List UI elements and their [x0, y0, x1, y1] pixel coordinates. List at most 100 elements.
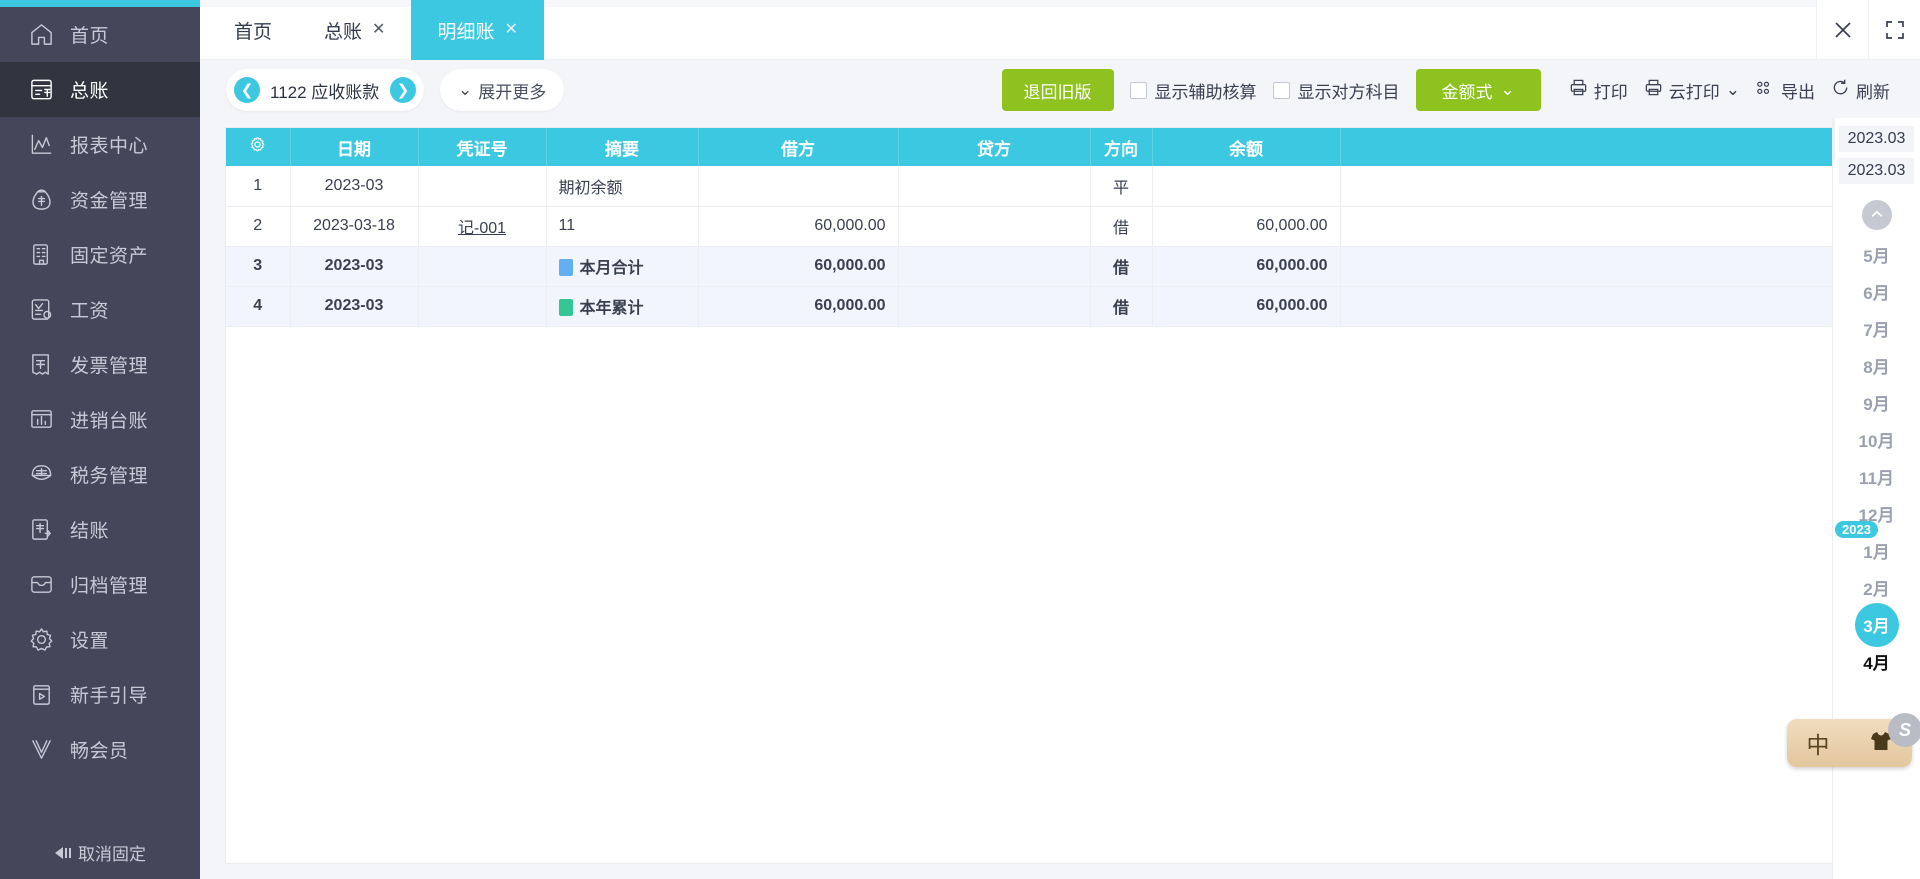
month-item-3[interactable]: 8月 — [1833, 347, 1920, 384]
sidebar-collapse-label: 取消固定 — [78, 845, 146, 864]
amount-mode-dropdown[interactable]: 金额式 ⌄ — [1415, 69, 1541, 111]
sidebar-collapse-button[interactable]: 取消固定 — [0, 840, 200, 865]
tab-close-icon[interactable]: ✕ — [504, 21, 518, 38]
sidebar-item-8[interactable]: 税务管理 — [0, 447, 200, 502]
month-item-6[interactable]: 11月 — [1833, 458, 1920, 495]
row-number-cell: 4 — [226, 286, 291, 327]
ime-mode-label[interactable]: 中 — [1806, 733, 1830, 759]
sidebar-item-label: 税务管理 — [70, 466, 149, 487]
tab-list: 首页 总账 ✕ 明细账 ✕ — [208, 0, 544, 60]
column-settings-gear-icon[interactable] — [226, 128, 291, 166]
prev-account-icon[interactable]: ❮ — [234, 77, 260, 103]
table-row[interactable]: 4 2023-03 本年累计 60,000.00 借 60,000.00 — [226, 286, 1832, 327]
month-label: 7月 — [1863, 321, 1890, 340]
payroll-icon — [28, 297, 54, 323]
sidebar-item-9[interactable]: 结账 — [0, 502, 200, 557]
sidebar-item-13[interactable]: 畅会员 — [0, 722, 200, 777]
year-selector-0[interactable]: 2023.03 — [1839, 126, 1914, 152]
ime-status-bar[interactable]: 中 S — [1787, 713, 1920, 767]
month-item-11[interactable]: 4月 — [1833, 643, 1920, 680]
sidebar-top-accent-strip — [0, 0, 200, 7]
sidebar-item-2[interactable]: 报表中心 — [0, 117, 200, 172]
table-row[interactable]: 2 2023-03-18 记-001 11 60,000.00 借 60,000.00 — [226, 206, 1832, 247]
month-item-4[interactable]: 9月 — [1833, 384, 1920, 421]
tab-2[interactable]: 明细账 ✕ — [411, 0, 544, 60]
close-icon[interactable] — [1816, 0, 1868, 59]
sidebar-item-7[interactable]: 进销台账 — [0, 392, 200, 447]
sidebar-item-3[interactable]: 资金管理 — [0, 172, 200, 227]
month-total-tag-icon — [558, 259, 573, 276]
fullscreen-icon[interactable] — [1868, 0, 1920, 59]
next-account-icon[interactable]: ❯ — [390, 77, 416, 103]
home-icon — [28, 22, 54, 48]
sidebar-nav-list: 首页总账报表中心 资金管理 固定资产 工资发票管理进销台账税务管理结账 归档管理 设置 新手… — [0, 0, 200, 777]
sidebar-item-label: 进销台账 — [70, 411, 149, 432]
sidebar-item-0[interactable]: 首页 — [0, 7, 200, 62]
month-item-0[interactable]: 5月 — [1833, 236, 1920, 273]
show-aux-accounting-checkbox[interactable]: 显示辅助核算 — [1129, 78, 1257, 103]
chevron-down-icon: ⌄ — [1725, 80, 1740, 99]
sidebar-item-4[interactable]: 固定资产 — [0, 227, 200, 282]
balance-cell: 60,000.00 — [1152, 286, 1341, 327]
year-selector-1[interactable]: 2023.03 — [1839, 158, 1914, 184]
tab-close-icon[interactable]: ✕ — [372, 21, 386, 38]
tab-1[interactable]: 总账 ✕ — [298, 0, 411, 60]
tab-0[interactable]: 首页 — [208, 0, 298, 60]
voucher-cell: 记-001 — [418, 206, 547, 247]
month-label: 8月 — [1863, 358, 1890, 377]
sidebar-item-11[interactable]: 设置 — [0, 612, 200, 667]
year-chip: 2023 — [1835, 521, 1878, 538]
month-list: 5月 6月 7月 8月 9月 10月 11月 12月 2023 1月 2月 3月 4月 — [1833, 236, 1920, 680]
account-picker[interactable]: ❮ 1122 应收账款 ❯ — [226, 69, 424, 111]
checkbox-box-counter[interactable] — [1272, 81, 1290, 99]
print-button[interactable]: 打印 — [1569, 78, 1628, 103]
cloud-print-button[interactable]: 云打印 ⌄ — [1644, 78, 1740, 103]
debit-cell: 60,000.00 — [698, 206, 899, 247]
table-row[interactable]: 3 2023-03 本月合计 60,000.00 借 60,000.00 — [226, 246, 1832, 287]
month-item-8[interactable]: 2023 1月 — [1833, 521, 1920, 569]
sidebar-item-5[interactable]: 工资 — [0, 282, 200, 337]
month-item-2[interactable]: 7月 — [1833, 310, 1920, 347]
voucher-link[interactable]: 记-001 — [457, 220, 507, 237]
guide-icon — [28, 682, 54, 708]
export-button[interactable]: 导出 — [1756, 78, 1815, 103]
export-icon — [1756, 80, 1775, 101]
month-item-1[interactable]: 6月 — [1833, 273, 1920, 310]
credit-cell — [898, 206, 1091, 247]
printer-icon — [1569, 78, 1588, 102]
month-panel-collapse-handle[interactable]: » — [1833, 118, 1835, 160]
balance-cell: 60,000.00 — [1152, 246, 1341, 287]
month-item-7[interactable]: 12月 — [1833, 495, 1920, 532]
sidebar-item-label: 发票管理 — [70, 356, 149, 377]
month-label: 2月 — [1863, 580, 1890, 599]
back-to-old-version-button[interactable]: 退回旧版 — [1001, 69, 1114, 111]
month-item-5[interactable]: 10月 — [1833, 421, 1920, 458]
scroll-up-icon[interactable] — [1861, 200, 1892, 230]
sidebar-item-6[interactable]: 发票管理 — [0, 337, 200, 392]
month-item-9[interactable]: 2月 — [1833, 569, 1920, 606]
ledger-table: 日期 凭证号 摘要 借方 贷方 方向 余额 1 2023-03 期初余额平 2 2023-03-18… — [226, 128, 1832, 327]
sidebar-item-label: 总账 — [70, 81, 110, 102]
month-label: 12月 — [1858, 506, 1895, 525]
voucher-cell — [418, 166, 547, 207]
show-counter-subject-checkbox[interactable]: 显示对方科目 — [1272, 78, 1400, 103]
table-row[interactable]: 1 2023-03 期初余额 平 — [226, 166, 1832, 207]
expand-more-button[interactable]: ⌄ 展开更多 — [440, 69, 565, 111]
sidebar-item-12[interactable]: 新手引导 — [0, 667, 200, 722]
refresh-button[interactable]: 刷新 — [1831, 78, 1890, 103]
shirt-icon[interactable] — [1869, 730, 1893, 757]
balance-cell: 60,000.00 — [1152, 206, 1341, 247]
show-counter-subject-label: 显示对方科目 — [1297, 82, 1400, 102]
column-header-3: 借方 — [698, 128, 899, 166]
sidebar-item-10[interactable]: 归档管理 — [0, 557, 200, 612]
tab-label: 总账 — [324, 21, 363, 43]
checkbox-box-aux[interactable] — [1129, 81, 1147, 99]
abstract-label: 本年累计 — [579, 300, 644, 317]
sidebar-item-1[interactable]: 总账 — [0, 62, 200, 117]
month-item-10[interactable]: 3月 — [1833, 602, 1920, 647]
month-label: 11月 — [1859, 469, 1894, 488]
archive-icon — [28, 572, 54, 598]
month-label: 5月 — [1863, 247, 1890, 266]
month-label: 4月 — [1863, 654, 1890, 673]
